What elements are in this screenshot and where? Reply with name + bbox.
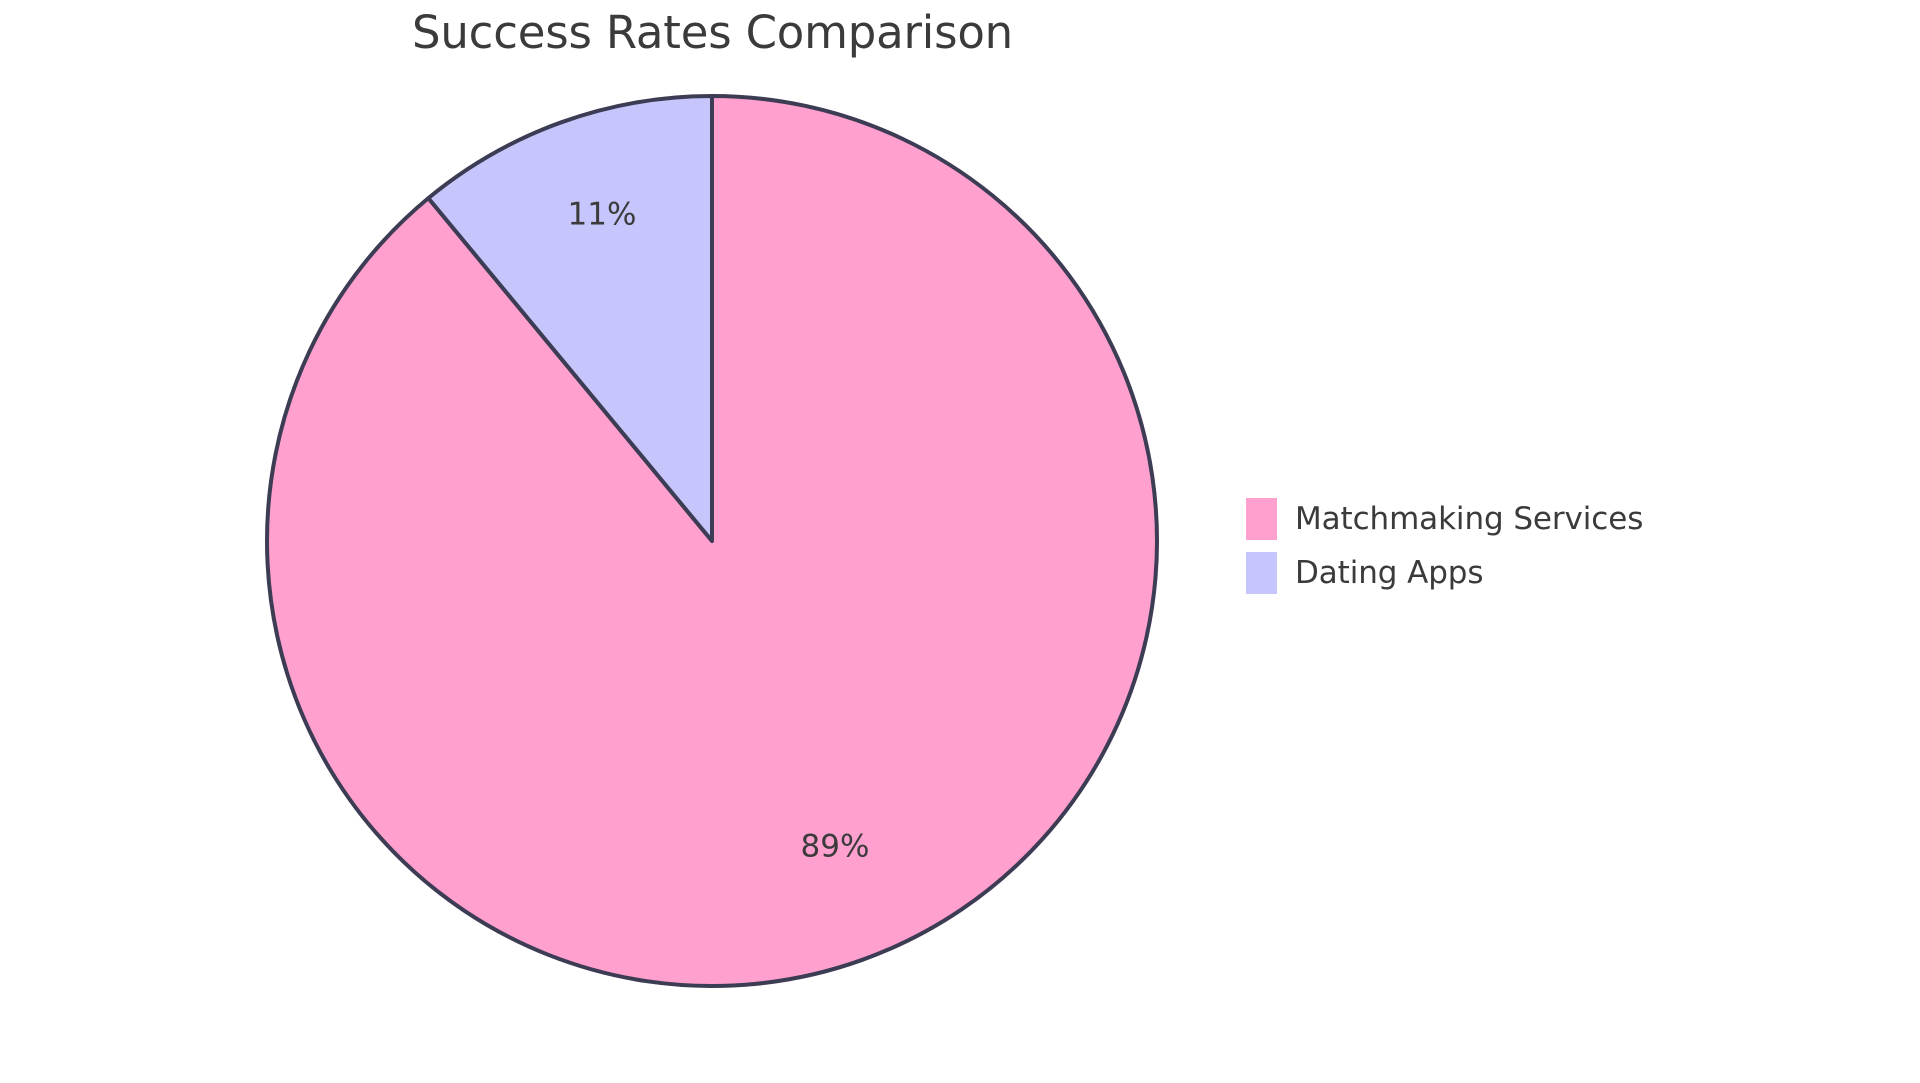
chart-legend: Matchmaking Services Dating Apps <box>1246 492 1866 600</box>
pie-slice-label-dating-apps: 11% <box>568 197 637 233</box>
pie-slice-label-matchmaking-services: 89% <box>801 829 870 865</box>
pie-slice-labels: 89% 11% <box>568 197 870 865</box>
legend-item-dating-apps[interactable]: Dating Apps <box>1246 546 1866 600</box>
legend-item-matchmaking-services[interactable]: Matchmaking Services <box>1246 492 1866 546</box>
pie-svg: 89% 11% <box>265 94 1159 988</box>
legend-label-dating-apps: Dating Apps <box>1295 554 1484 591</box>
legend-swatch-icon-dating-apps <box>1246 552 1277 594</box>
pie-plot-area: 89% 11% <box>265 94 1159 988</box>
chart-title: Success Rates Comparison <box>411 6 1013 59</box>
legend-swatch-icon-matchmaking-services <box>1246 498 1277 540</box>
pie-slices <box>265 94 1159 988</box>
pie-slice-dating-apps[interactable] <box>426 94 714 543</box>
legend-label-matchmaking-services: Matchmaking Services <box>1295 500 1644 537</box>
